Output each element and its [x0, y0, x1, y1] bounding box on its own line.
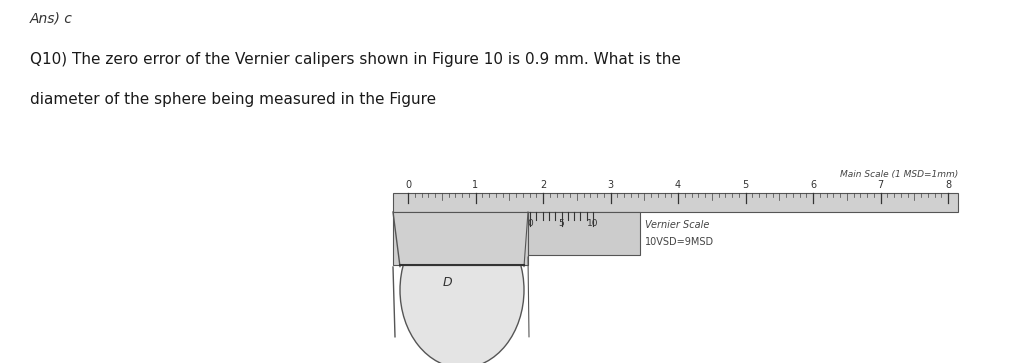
Bar	[393, 212, 528, 265]
Text: 4: 4	[675, 180, 681, 190]
Bar	[393, 193, 958, 212]
Text: 7: 7	[878, 180, 884, 190]
Text: 0: 0	[404, 180, 411, 190]
Text: Ans) c: Ans) c	[30, 12, 73, 26]
Text: 10: 10	[587, 219, 599, 228]
Text: Q10) The zero error of the Vernier calipers shown in Figure 10 is 0.9 mm. What i: Q10) The zero error of the Vernier calip…	[30, 52, 681, 67]
Text: 1: 1	[472, 180, 478, 190]
Bar	[528, 212, 640, 255]
Text: 5: 5	[742, 180, 749, 190]
Text: 5: 5	[559, 219, 564, 228]
Text: 2: 2	[540, 180, 546, 190]
Text: Vernier Scale: Vernier Scale	[645, 220, 710, 230]
Text: 8: 8	[945, 180, 951, 190]
Text: 10VSD=9MSD: 10VSD=9MSD	[645, 237, 714, 247]
Ellipse shape	[400, 212, 524, 363]
Text: 3: 3	[607, 180, 613, 190]
Text: D: D	[442, 277, 452, 290]
Text: diameter of the sphere being measured in the Figure: diameter of the sphere being measured in…	[30, 92, 436, 107]
Text: 0: 0	[527, 219, 532, 228]
Text: Main Scale (1 MSD=1mm): Main Scale (1 MSD=1mm)	[840, 170, 958, 179]
Text: 6: 6	[810, 180, 816, 190]
